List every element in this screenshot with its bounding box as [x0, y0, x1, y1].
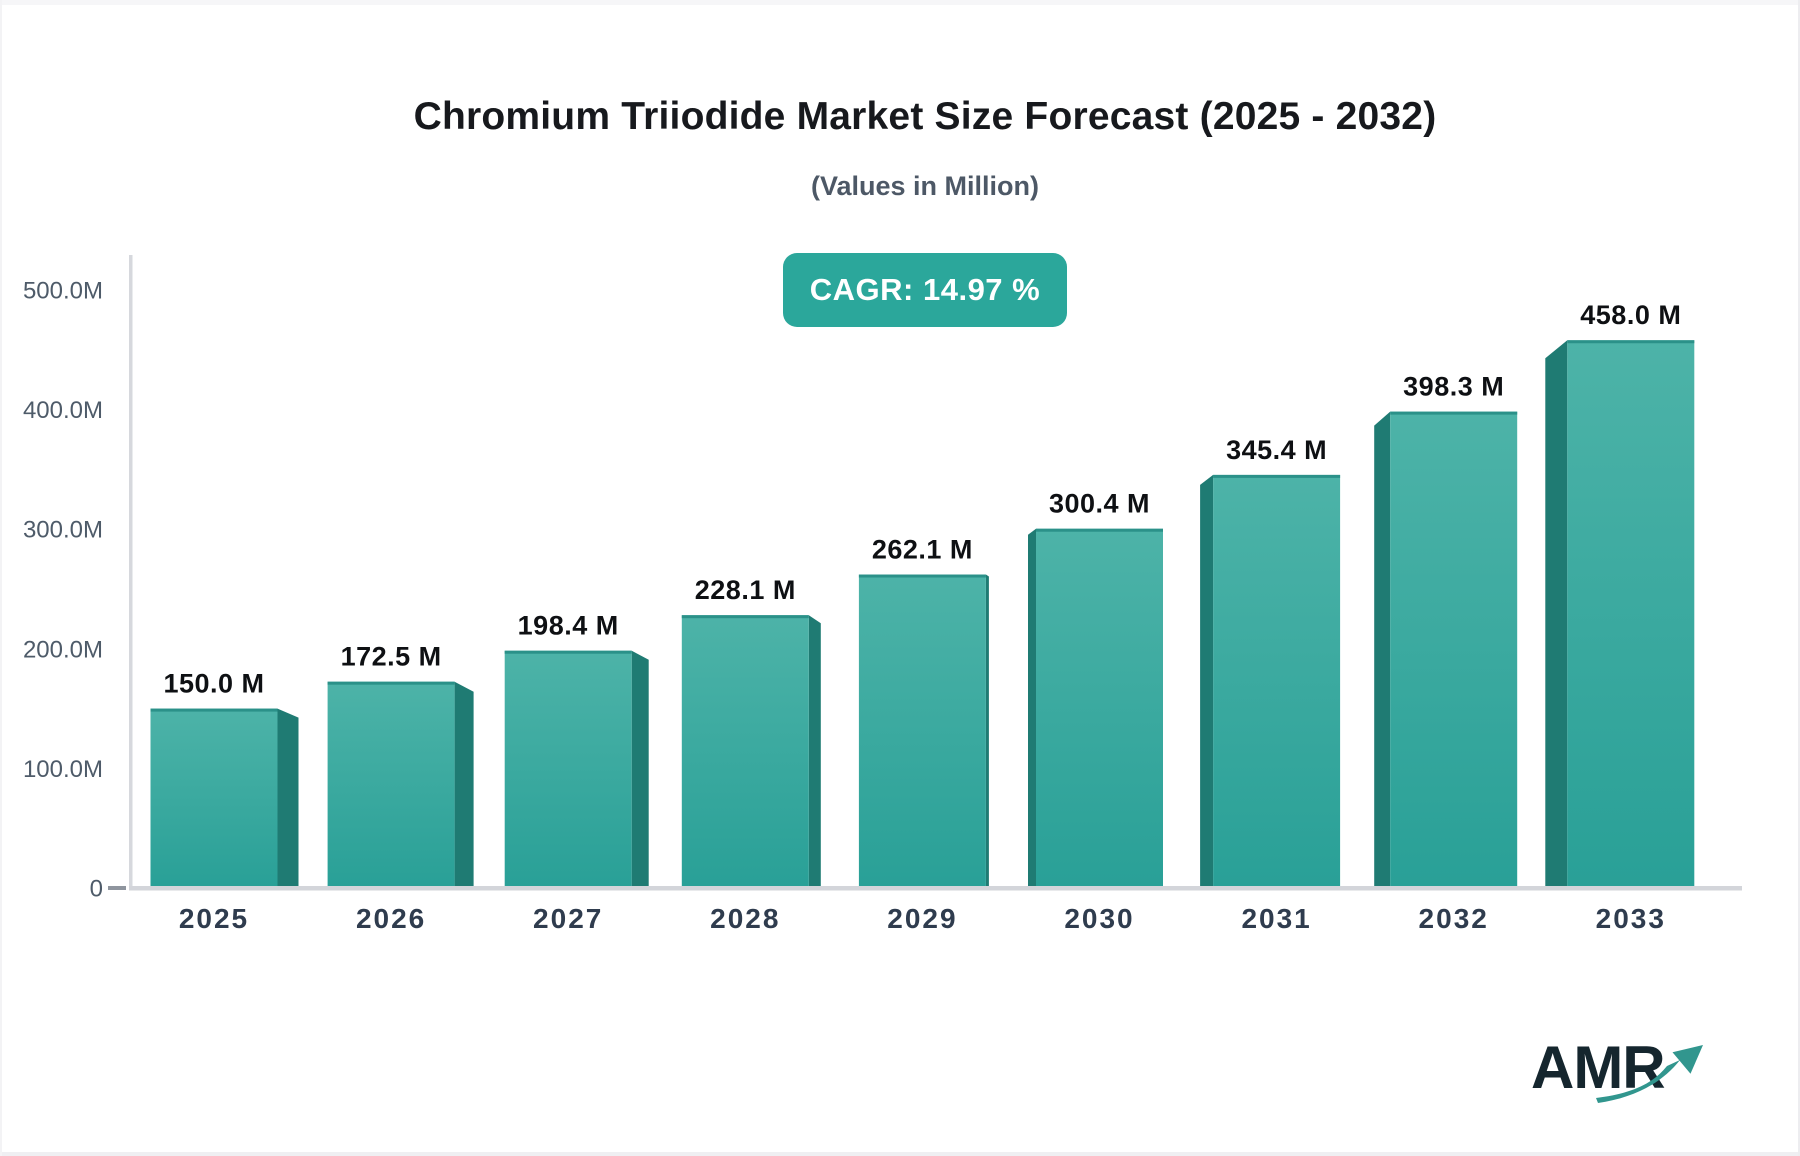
x-axis-year-label: 2026: [356, 903, 426, 934]
bar-value-label: 398.3 M: [1403, 372, 1504, 402]
bar-value-label: 150.0 M: [163, 669, 264, 699]
bar-front-face: [1036, 528, 1163, 887]
bar-top-edge: [150, 708, 278, 712]
bar-2028: 228.1 M 2028: [681, 575, 821, 934]
bar-front-face: [681, 615, 809, 887]
x-axis-year-label: 2029: [887, 903, 957, 934]
chart-title: Chromium Triiodide Market Size Forecast …: [413, 95, 1437, 138]
bar-2029: 262.1 M 2029: [858, 535, 989, 934]
x-axis-year-label: 2027: [533, 903, 603, 934]
bar-2030: 300.4 M 2030: [1028, 489, 1163, 934]
zero-tick-mark: [108, 886, 126, 890]
bar-side-face: [808, 615, 821, 887]
bar-front-face: [504, 650, 632, 887]
bar-2027: 198.4 M 2027: [504, 611, 649, 934]
x-axis-year-label: 2028: [710, 903, 780, 934]
y-tick-label: 400.0M: [23, 397, 103, 424]
bar-side-face: [454, 681, 474, 887]
bar-value-label: 345.4 M: [1226, 435, 1327, 465]
amr-logo: AMR: [1531, 1034, 1703, 1103]
y-tick-label: 500.0M: [23, 278, 103, 305]
bar-value-label: 300.4 M: [1049, 489, 1150, 519]
x-axis-year-label: 2032: [1419, 903, 1489, 934]
bar-top-edge: [1213, 474, 1341, 478]
bar-side-face: [1200, 474, 1214, 887]
amr-logo-arrow-icon: [1596, 1045, 1703, 1103]
bar-2026: 172.5 M 2026: [327, 642, 474, 934]
bar-front-face: [150, 708, 278, 887]
bar-top-edge: [1390, 411, 1518, 415]
bar-2033: 458.0 M 2033: [1545, 300, 1695, 934]
x-axis-year-label: 2031: [1241, 903, 1311, 934]
bar-front-face: [327, 681, 455, 887]
y-axis-line: [129, 255, 133, 890]
bar-top-edge: [327, 681, 455, 685]
bar-front-face: [858, 574, 986, 887]
bar-side-face: [985, 574, 989, 887]
chart-subtitle: (Values in Million): [810, 171, 1040, 201]
x-axis-baseline: [129, 886, 1742, 891]
bar-value-label: 228.1 M: [695, 575, 796, 605]
x-axis-year-label: 2025: [179, 903, 249, 934]
x-axis-year-label: 2030: [1064, 903, 1134, 934]
bar-top-edge: [1036, 528, 1163, 532]
bar-side-face: [631, 650, 649, 887]
bar-value-label: 458.0 M: [1580, 300, 1681, 330]
bar-value-label: 198.4 M: [518, 611, 619, 641]
x-axis-year-label: 2033: [1596, 903, 1666, 934]
bar-side-face: [1545, 340, 1568, 887]
bar-2031: 345.4 M 2031: [1200, 435, 1341, 934]
y-tick-label: 300.0M: [23, 517, 103, 544]
amr-logo-text: AMR: [1531, 1034, 1665, 1101]
bar-value-label: 172.5 M: [341, 642, 442, 672]
y-tick-label: 100.0M: [23, 756, 103, 783]
bar-front-face: [1213, 474, 1341, 887]
bar-2032: 398.3 M 2032: [1374, 372, 1518, 934]
y-tick-label: 200.0M: [23, 636, 103, 663]
bar-top-edge: [1567, 340, 1695, 344]
bar-side-face: [1374, 411, 1391, 887]
bar-front-face: [1567, 340, 1695, 887]
bar-side-face: [1028, 528, 1036, 887]
bar-front-face: [1390, 411, 1518, 887]
y-tick-label: 0: [90, 876, 103, 903]
bar-side-face: [277, 708, 299, 887]
bar-top-edge: [681, 615, 809, 619]
cagr-badge: CAGR: 14.97 %: [783, 253, 1067, 327]
bar-top-edge: [858, 574, 986, 578]
bar-2025: 150.0 M 2025: [150, 669, 299, 934]
bar-top-edge: [504, 650, 632, 654]
bar-value-label: 262.1 M: [872, 535, 973, 565]
